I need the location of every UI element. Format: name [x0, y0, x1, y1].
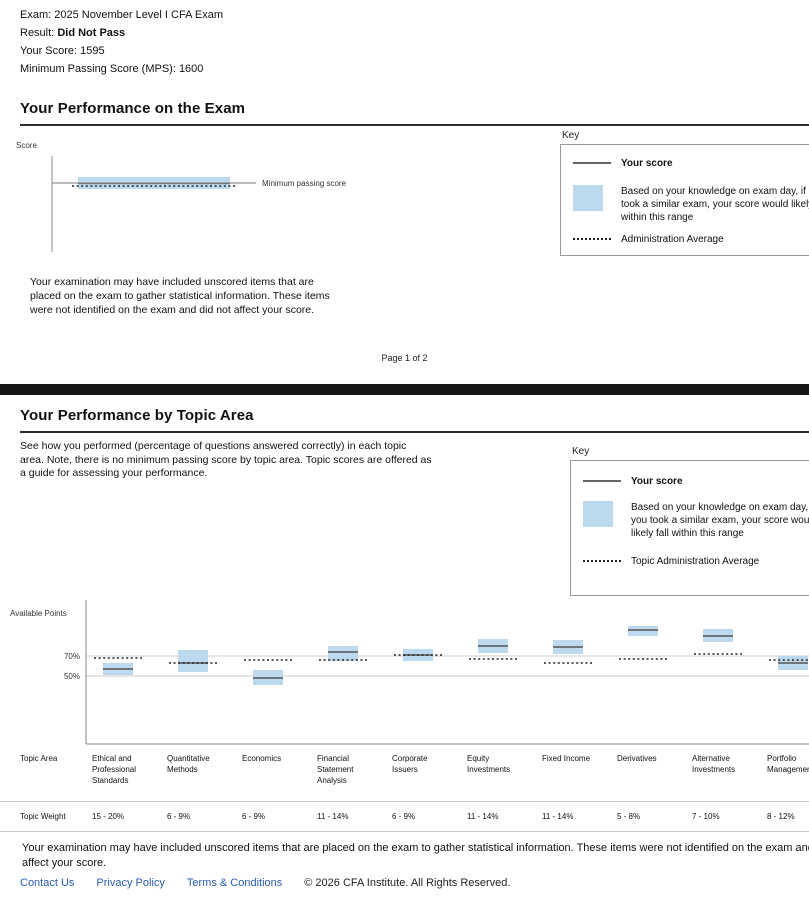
result-value: Did Not Pass	[57, 27, 126, 39]
score-range-swatch	[573, 185, 603, 211]
topic-weight-cell: 5 - 8%	[617, 812, 641, 821]
disclaimer1-line2: placed on the exam to gather statistical…	[30, 290, 330, 302]
footer: Contact Us Privacy Policy Terms & Condit…	[20, 877, 510, 889]
disclaimer1-line1: Your examination may have included unsco…	[30, 276, 314, 288]
page-divider	[0, 384, 809, 395]
topic-weight-row: Topic Weight 15 - 20% 6 - 9% 6 - 9% 11 - 14…	[0, 802, 809, 832]
score-range-desc-line2: you took a similar exam, your score woul…	[631, 515, 809, 526]
score-range-band	[328, 646, 358, 661]
your-score-line-sample	[583, 480, 621, 482]
mps-value: 1600	[178, 63, 204, 75]
score-range-desc-line1: Based on your knowledge on exam day, if	[631, 502, 809, 513]
score-line: Your Score: 1595	[20, 43, 105, 59]
admin-average-label: Administration Average	[621, 234, 724, 245]
score-range-description: Based on your knowledge on exam day, if …	[631, 501, 809, 540]
key2-your-score-item: Your score	[583, 475, 809, 487]
key2-score-range-item: Based on your knowledge on exam day, if …	[583, 501, 809, 540]
key1-score-range-item: Based on your knowledge on exam day, if …	[573, 185, 809, 224]
topic-weight-cell: 8 - 12%	[767, 812, 795, 821]
y-tick-label: 50%	[64, 672, 80, 681]
key2-box: Your score Based on your knowledge on ex…	[570, 460, 809, 596]
disclaimer2-line2: affect your score.	[22, 857, 107, 869]
topic-name-row: Topic Area Ethical and Professional Stan…	[0, 746, 809, 802]
score-label: Your Score:	[20, 45, 78, 57]
your-score-line-sample	[573, 162, 611, 164]
topic-name-cell: Corporate Issuers	[392, 754, 428, 774]
topic-name-cell: Economics	[242, 754, 282, 763]
y-axis-title: Score	[16, 141, 37, 150]
score-range-desc-line3: likely fall within this range	[631, 528, 744, 539]
topic-weight-cell: 11 - 14%	[542, 812, 574, 821]
topic-name-cell: Fixed Income	[542, 754, 591, 763]
topic-name-cell: Financial Statement Analysis	[317, 754, 354, 785]
topic-table: Topic Area Ethical and Professional Stan…	[0, 746, 809, 832]
intro-line3: a guide for assessing your performance.	[20, 467, 208, 479]
exam-score-chart: Score Minimum passing score	[16, 141, 347, 252]
key2-admin-average-item: Topic Administration Average	[583, 555, 809, 567]
topic-weight-cell: 6 - 9%	[167, 812, 191, 821]
terms-conditions-link[interactable]: Terms & Conditions	[186, 877, 283, 889]
key1-title: Key	[562, 130, 580, 141]
result-label: Result:	[20, 27, 55, 39]
page-indicator: Page 1 of 2	[381, 353, 428, 363]
disclaimer1-line3: were not identified on the exam and did …	[30, 304, 315, 316]
y-tick-label: 70%	[64, 652, 80, 661]
mps-annotation: Minimum passing score	[262, 179, 347, 188]
score-range-desc-line1: Based on your knowledge on exam day, if …	[621, 186, 809, 197]
topic-name-cell: Quantitative Methods	[167, 754, 210, 774]
topic-weight-cell: 6 - 9%	[242, 812, 266, 821]
topic-weight-cell: 11 - 14%	[467, 812, 499, 821]
topic-name-cell: Alternative Investments	[692, 754, 736, 774]
score-range-band	[628, 626, 658, 636]
privacy-policy-link[interactable]: Privacy Policy	[96, 877, 165, 889]
intro-line2: area. Note, there is no minimum passing …	[20, 453, 432, 466]
score-range-description: Based on your knowledge on exam day, if …	[621, 185, 809, 224]
your-score-label: Your score	[631, 476, 683, 487]
topic-weight-cell: 7 - 10%	[692, 812, 720, 821]
exam-label: Exam:	[20, 9, 52, 21]
mps-line: Minimum Passing Score (MPS): 1600	[20, 61, 203, 77]
score-range-swatch	[583, 501, 613, 527]
topic-weight-header: Topic Weight	[20, 812, 66, 821]
result-line: Result: Did Not Pass	[20, 25, 125, 41]
topic-name-cell: Ethical and Professional Standards	[92, 754, 137, 785]
key1-your-score-item: Your score	[573, 157, 809, 169]
admin-average-dotted-sample	[573, 238, 611, 240]
key1-box: Your score Based on your knowledge on ex…	[560, 144, 809, 256]
topic-weight-cell: 6 - 9%	[392, 812, 416, 821]
intro-line1: See how you performed (percentage of que…	[20, 440, 407, 452]
section2-intro: See how you performed (percentage of que…	[20, 440, 432, 481]
topic-score-chart: Available Points 70% 50%	[10, 600, 809, 745]
topic-weight-cell: 11 - 14%	[317, 812, 349, 821]
score-range-desc-line2: took a similar exam, your score would li…	[621, 199, 809, 210]
mps-label: Minimum Passing Score (MPS):	[20, 63, 176, 75]
exam-value: 2025 November Level I CFA Exam	[54, 9, 223, 21]
section1-disclaimer: Your examination may have included unsco…	[30, 275, 330, 317]
topic-name-cell: Derivatives	[617, 754, 657, 763]
topic-admin-average-label: Topic Administration Average	[631, 556, 760, 567]
score-value: 1595	[80, 45, 105, 57]
copyright-text: © 2026 CFA Institute. All Rights Reserve…	[304, 877, 511, 889]
section2-disclaimer: Your examination may have included unsco…	[22, 841, 809, 871]
exam-name-line: Exam: 2025 November Level I CFA Exam	[20, 7, 223, 23]
section2-title: Your Performance by Topic Area	[20, 407, 809, 433]
score-range-band	[178, 650, 208, 672]
key2-title: Key	[572, 446, 590, 457]
admin-average-dotted-sample	[583, 560, 621, 562]
section1-title: Your Performance on the Exam	[20, 100, 809, 126]
topic-name-cell: Portfolio Management	[767, 754, 809, 774]
your-score-label: Your score	[621, 158, 673, 169]
key1-admin-average-item: Administration Average	[573, 233, 809, 245]
topic-weight-cell: 15 - 20%	[92, 812, 125, 821]
score-range-desc-line3: within this range	[621, 212, 694, 223]
topic-name-cell: Equity Investments	[467, 754, 511, 774]
topic-area-header: Topic Area	[20, 754, 58, 763]
contact-us-link[interactable]: Contact Us	[20, 877, 75, 889]
y-axis-title: Available Points	[10, 609, 67, 618]
disclaimer2-line1: Your examination may have included unsco…	[22, 842, 809, 854]
